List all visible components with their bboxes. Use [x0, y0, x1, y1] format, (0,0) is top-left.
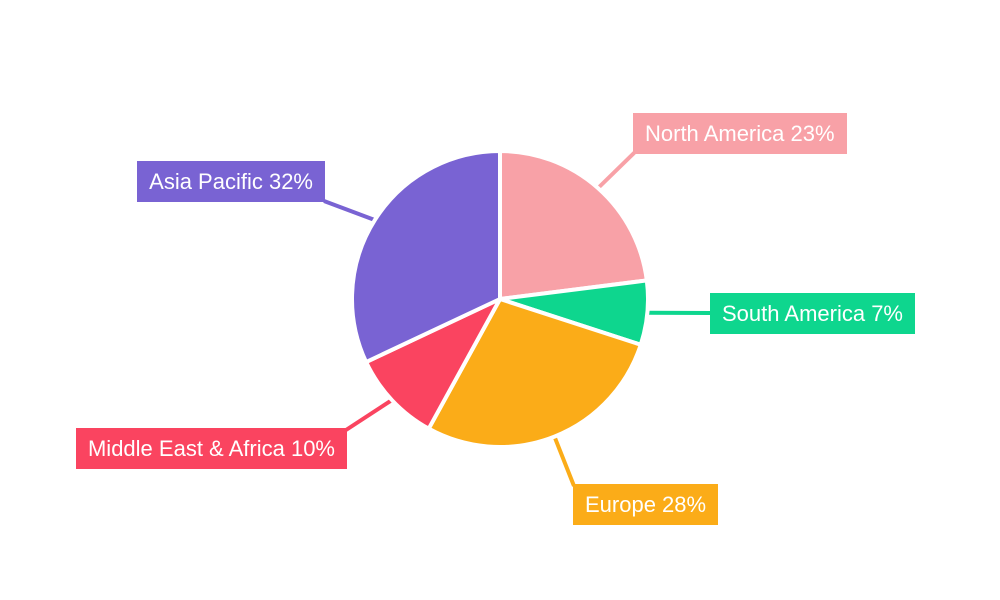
- slice-label-europe: Europe 28%: [573, 484, 719, 525]
- pie-slice-middle-east-africa: [364, 297, 502, 431]
- leader-line-europe: [551, 433, 576, 487]
- slice-label-north-america: North America 23%: [633, 113, 847, 154]
- pie-slice-asia-pacific: [350, 149, 502, 365]
- pie-slice-north-america: [498, 149, 649, 301]
- leader-line-middle-east-africa: [344, 397, 395, 432]
- slice-label-south-america: South America 7%: [710, 293, 915, 334]
- leader-line-north-america: [595, 150, 637, 191]
- slice-label-middle-east-africa: Middle East & Africa 10%: [75, 428, 347, 469]
- slice-label-asia-pacific: Asia Pacific 32%: [137, 161, 325, 202]
- leader-line-asia-pacific: [323, 199, 378, 223]
